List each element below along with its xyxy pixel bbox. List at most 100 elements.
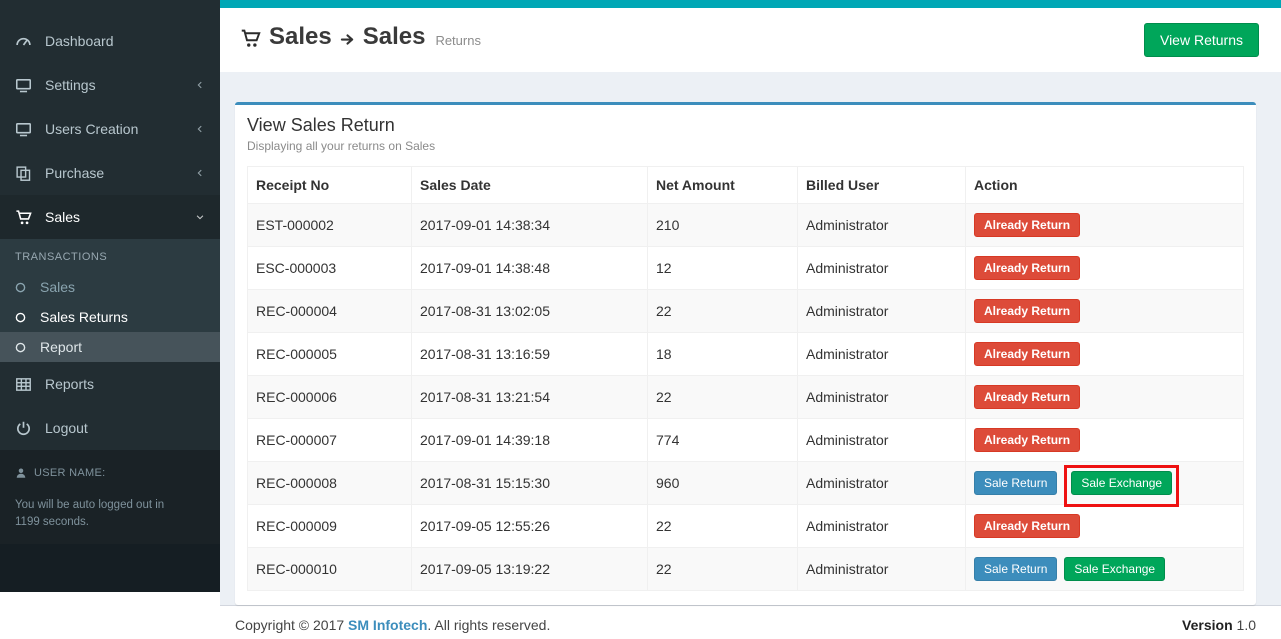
sales-date-cell: 2017-08-31 13:16:59: [411, 332, 648, 376]
sale-exchange-button[interactable]: Sale Exchange: [1064, 557, 1166, 581]
desktop-icon: [15, 121, 37, 138]
billed-user-cell: Administrator: [797, 461, 966, 505]
chevron-left-icon: [195, 80, 205, 90]
sidebar-item-logout[interactable]: Logout: [0, 406, 220, 450]
sidebar-item-label: Logout: [45, 420, 88, 436]
already-return-button[interactable]: Already Return: [974, 385, 1081, 409]
view-returns-button[interactable]: View Returns: [1143, 23, 1259, 57]
submenu-item-sales-returns[interactable]: Sales Returns: [0, 302, 220, 332]
sidebar-item-purchase[interactable]: Purchase: [0, 151, 220, 195]
receipt-no-cell: REC-000005: [247, 332, 412, 376]
table-icon: [15, 376, 37, 393]
sidebar-item-label: Dashboard: [45, 33, 114, 49]
sales-date-cell: 2017-08-31 13:02:05: [411, 289, 648, 333]
table-header-row: Receipt No Sales Date Net Amount Billed …: [247, 166, 1244, 204]
col-net-amount: Net Amount: [647, 166, 798, 204]
panel-subtitle: Displaying all your returns on Sales: [247, 139, 436, 153]
table-row: REC-000005 2017-08-31 13:16:59 18 Administr…: [247, 332, 1244, 376]
content-header: Sales Sales Returns View Returns: [220, 8, 1281, 72]
sale-return-button[interactable]: Sale Return: [974, 557, 1058, 581]
circle-icon: [15, 342, 34, 353]
already-return-button[interactable]: Already Return: [974, 213, 1081, 237]
breadcrumb: Sales Sales Returns: [240, 23, 481, 51]
table-row: REC-000010 2017-09-05 13:19:22 22 Administr…: [247, 547, 1244, 591]
sidebar-bottom-filler: [0, 544, 220, 592]
submenu-item-label: Sales Returns: [40, 309, 128, 325]
breadcrumb-returns-sub: Returns: [435, 32, 481, 48]
circle-icon: [15, 312, 34, 323]
receipt-no-cell: REC-000010: [247, 547, 412, 591]
net-amount-cell: 22: [647, 375, 798, 419]
version-text: Version 1.0: [1182, 617, 1256, 633]
submenu-item-report[interactable]: Report: [0, 332, 220, 362]
sidebar-item-label: Sales: [45, 209, 81, 225]
billed-user-cell: Administrator: [797, 418, 966, 462]
submenu-item-label: Sales: [40, 279, 76, 295]
table-row: REC-000009 2017-09-05 12:55:26 22 Administr…: [247, 504, 1244, 548]
action-cell: Sale Return Sale Exchange: [965, 461, 1244, 507]
action-cell: Already Return: [965, 246, 1244, 290]
submenu-section-header: TRANSACTIONS: [15, 251, 108, 263]
sale-return-button[interactable]: Sale Return: [974, 471, 1058, 495]
sidebar-item-reports[interactable]: Reports: [0, 362, 220, 406]
sidebar-item-label: Purchase: [45, 165, 105, 181]
sidebar-item-sales[interactable]: Sales: [0, 195, 220, 239]
chevron-down-icon: [195, 212, 205, 222]
table-row: REC-000007 2017-09-01 14:39:18 774 Administ…: [247, 418, 1244, 462]
sidebar-item-users-creation[interactable]: Users Creation: [0, 107, 220, 151]
receipt-no-cell: REC-000006: [247, 375, 412, 419]
col-action: Action: [965, 166, 1244, 204]
user-icon: [15, 467, 27, 479]
copyright-text: Copyright © 2017 SM Infotech. All rights…: [235, 617, 551, 633]
sale-exchange-button[interactable]: Sale Exchange: [1071, 471, 1173, 495]
col-billed-user: Billed User: [797, 166, 966, 204]
main-area: Sales Sales Returns View Returns View Sa…: [220, 0, 1281, 605]
submenu-item-label: Report: [40, 339, 83, 355]
billed-user-cell: Administrator: [797, 332, 966, 376]
billed-user-cell: Administrator: [797, 547, 966, 591]
billed-user-cell: Administrator: [797, 375, 966, 419]
sidebar: Dashboard Settings Users Creation: [0, 0, 220, 592]
already-return-button[interactable]: Already Return: [974, 428, 1081, 452]
arrow-right-icon: [340, 28, 355, 47]
sidebar-item-dashboard[interactable]: Dashboard: [0, 19, 220, 63]
copy-icon: [15, 165, 37, 182]
sidebar-item-settings[interactable]: Settings: [0, 63, 220, 107]
sidebar-item-label: Users Creation: [45, 121, 139, 137]
cart-icon: [15, 209, 37, 226]
red-highlight-box: Sale Exchange: [1064, 465, 1180, 507]
already-return-button[interactable]: Already Return: [974, 342, 1081, 366]
receipt-no-cell: REC-000009: [247, 504, 412, 548]
sales-returns-table: Receipt No Sales Date Net Amount Billed …: [247, 166, 1244, 591]
table-row: ESC-000003 2017-09-01 14:38:48 12 Administr…: [247, 246, 1244, 290]
company-link[interactable]: SM Infotech: [348, 617, 428, 633]
already-return-button[interactable]: Already Return: [974, 514, 1081, 538]
circle-icon: [15, 282, 34, 293]
sales-return-panel: View Sales Return Displaying all your re…: [235, 102, 1256, 605]
table-row: REC-000008 2017-08-31 15:15:30 960 Administ…: [247, 461, 1244, 507]
sidebar-item-label: Reports: [45, 376, 95, 392]
sales-date-cell: 2017-09-05 13:19:22: [411, 547, 648, 591]
sales-date-cell: 2017-08-31 15:15:30: [411, 461, 648, 505]
user-name-label: USER NAME:: [34, 467, 106, 479]
receipt-no-cell: EST-000002: [247, 203, 412, 247]
sales-returns-table-body: EST-000002 2017-09-01 14:38:34 210 Administ…: [247, 203, 1244, 591]
billed-user-cell: Administrator: [797, 246, 966, 290]
already-return-button[interactable]: Already Return: [974, 256, 1081, 280]
sidebar-user-panel: USER NAME: You will be auto logged out i…: [0, 450, 220, 544]
action-cell: Already Return: [965, 418, 1244, 462]
action-cell: Already Return: [965, 375, 1244, 419]
sidebar-menu: Dashboard Settings Users Creation: [0, 0, 220, 450]
already-return-button[interactable]: Already Return: [974, 299, 1081, 323]
table-row: REC-000004 2017-08-31 13:02:05 22 Administr…: [247, 289, 1244, 333]
submenu-item-sales[interactable]: Sales: [0, 272, 220, 302]
net-amount-cell: 210: [647, 203, 798, 247]
net-amount-cell: 12: [647, 246, 798, 290]
net-amount-cell: 22: [647, 504, 798, 548]
receipt-no-cell: REC-000004: [247, 289, 412, 333]
sales-date-cell: 2017-09-01 14:39:18: [411, 418, 648, 462]
page-wrapper: Dashboard Settings Users Creation: [0, 0, 1281, 605]
action-cell: Already Return: [965, 504, 1244, 548]
footer: Copyright © 2017 SM Infotech. All rights…: [220, 605, 1281, 639]
net-amount-cell: 22: [647, 547, 798, 591]
